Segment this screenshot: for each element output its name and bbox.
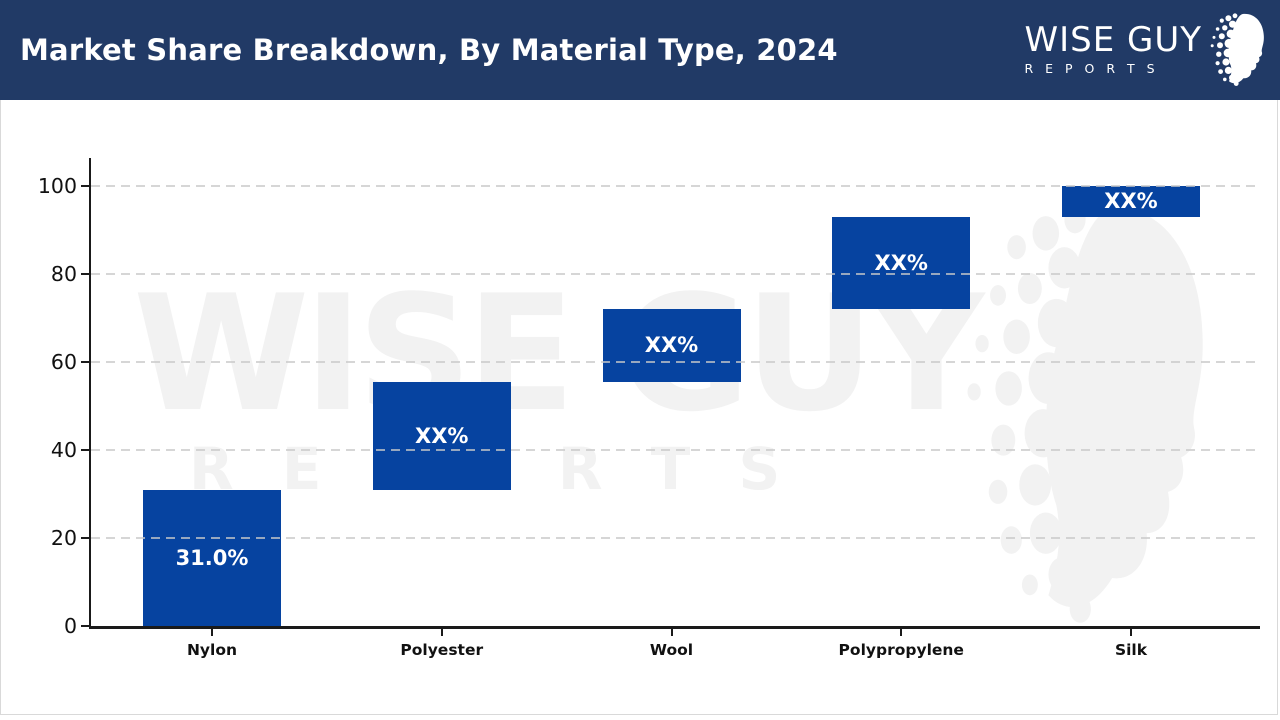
x-tick-wool — [670, 629, 673, 636]
bar-value-label: XX% — [644, 333, 699, 358]
y-axis-line — [89, 158, 91, 628]
gridline-40 — [91, 449, 1260, 451]
y-tick-20 — [81, 537, 89, 539]
y-tick-label-80: 80 — [50, 262, 77, 286]
logo-wordmark: WISE GUY — [1024, 20, 1202, 60]
y-tick-label-0: 0 — [63, 614, 77, 638]
page-title: Market Share Breakdown, By Material Type… — [20, 33, 838, 67]
x-tick-polyester — [440, 629, 443, 636]
bar-polyester: XX% — [372, 381, 511, 490]
x-axis-line — [89, 626, 1260, 629]
x-category-label-polyester: Polyester — [400, 641, 484, 659]
x-category-label-silk: Silk — [1114, 641, 1148, 659]
chart-canvas: WISE GUY R E P O R T S 31.0%XX%XX%XX%XX%… — [0, 100, 1278, 715]
x-tick-polypropylene — [900, 629, 903, 636]
bar-wool: XX% — [602, 309, 741, 382]
gridline-60 — [91, 361, 1260, 363]
bar-nylon: 31.0% — [143, 489, 281, 626]
bar-silk: XX% — [1062, 186, 1200, 217]
gridline-80 — [91, 273, 1260, 275]
bar-value-label: 31.0% — [175, 545, 249, 570]
bar-polypropylene: XX% — [832, 216, 971, 310]
y-tick-80 — [81, 273, 89, 275]
bar-value-label: XX% — [415, 423, 469, 448]
x-category-label-polypropylene: Polypropylene — [838, 641, 964, 659]
y-tick-40 — [81, 449, 89, 451]
wiseguy-logo: WISE GUY R E P O R T S — [1016, 6, 1268, 96]
y-tick-label-40: 40 — [50, 438, 77, 462]
bar-value-label: XX% — [1104, 189, 1158, 214]
logo-text: WISE GUY R E P O R T S — [1024, 22, 1202, 76]
y-tick-0 — [81, 625, 89, 627]
gridline-100 — [91, 185, 1260, 187]
header-bar: Market Share Breakdown, By Material Type… — [0, 0, 1280, 100]
y-tick-label-60: 60 — [50, 350, 77, 374]
wiseguy-face-icon — [1210, 13, 1264, 86]
y-tick-100 — [81, 185, 89, 187]
x-category-label-nylon: Nylon — [186, 641, 238, 659]
logo-subtext: R E P O R T S — [1024, 61, 1159, 76]
waterfall-plot: 31.0% XX% XX% XX% XX% 0 20 40 60 80 100 Nylon Polyes… — [1, 100, 1279, 715]
bar-value-label: XX% — [874, 250, 928, 275]
x-tick-nylon — [211, 629, 213, 636]
y-tick-60 — [81, 361, 89, 363]
y-tick-label-100: 100 — [37, 174, 77, 198]
x-category-label-wool: Wool — [649, 641, 694, 659]
gridline-20 — [91, 537, 1260, 539]
y-tick-label-20: 20 — [50, 526, 77, 550]
x-tick-silk — [1130, 629, 1132, 636]
